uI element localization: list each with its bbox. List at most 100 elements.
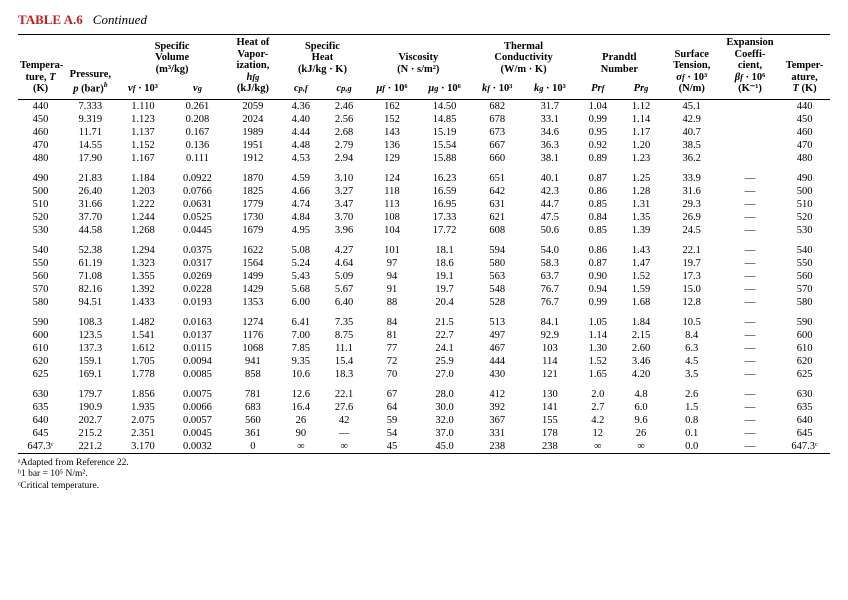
cell: 1.355 xyxy=(118,270,169,283)
cell: 5.09 xyxy=(322,270,365,283)
cell: 4.53 xyxy=(279,152,322,165)
cell: 10.6 xyxy=(279,368,322,381)
cell: 1.705 xyxy=(118,355,169,368)
cell: 0.84 xyxy=(576,211,619,224)
cell: 625 xyxy=(779,368,830,381)
cell: 0.0375 xyxy=(168,237,226,257)
cell: 14.50 xyxy=(418,99,471,113)
cell: 4.95 xyxy=(279,224,322,237)
cell: 430 xyxy=(471,368,524,381)
cell: 550 xyxy=(18,257,63,270)
cell: 0.0445 xyxy=(168,224,226,237)
cell: 1274 xyxy=(227,309,280,329)
cell: 781 xyxy=(227,381,280,401)
cell: 1.392 xyxy=(118,283,169,296)
cell: 17.3 xyxy=(663,270,721,283)
cell: 560 xyxy=(18,270,63,283)
cell: — xyxy=(721,440,779,454)
cell: 64 xyxy=(366,401,419,414)
cell: 37.70 xyxy=(63,211,118,224)
cell: 6.40 xyxy=(322,296,365,309)
cell: — xyxy=(721,309,779,329)
cell: 1429 xyxy=(227,283,280,296)
cell: 82.16 xyxy=(63,283,118,296)
cell: 467 xyxy=(471,342,524,355)
footnote-c: ᶜCritical temperature. xyxy=(18,481,830,492)
cell: 540 xyxy=(18,237,63,257)
cell: 0.0066 xyxy=(168,401,226,414)
cell: 27.6 xyxy=(322,401,365,414)
cell: 1.110 xyxy=(118,99,169,113)
cell: 11.71 xyxy=(63,126,118,139)
table-row: 640202.72.0750.005756026425932.03671554.… xyxy=(18,414,830,427)
cell: 0.0115 xyxy=(168,342,226,355)
cell: 32.0 xyxy=(418,414,471,427)
cell: 108.3 xyxy=(63,309,118,329)
cell: 76.7 xyxy=(524,296,577,309)
cell: 59 xyxy=(366,414,419,427)
cell: — xyxy=(721,237,779,257)
cell: 18.1 xyxy=(418,237,471,257)
table-row: 645215.22.3510.004536190—5437.0331178122… xyxy=(18,427,830,440)
cell: 1.14 xyxy=(619,113,662,126)
cell: 238 xyxy=(524,440,577,454)
cell: 77 xyxy=(366,342,419,355)
cell: 1.84 xyxy=(619,309,662,329)
cell: 540 xyxy=(779,237,830,257)
table-row: 53044.581.2680.044516794.953.9610417.726… xyxy=(18,224,830,237)
cell: 20.4 xyxy=(418,296,471,309)
cell: 16.95 xyxy=(418,198,471,211)
cell: 500 xyxy=(779,185,830,198)
cell: 0.87 xyxy=(576,257,619,270)
cell: 1.68 xyxy=(619,296,662,309)
table-row: 610137.31.6120.011510687.8511.17724.1467… xyxy=(18,342,830,355)
cell: 3.47 xyxy=(322,198,365,211)
col-muf: μf · 10⁶ xyxy=(366,79,419,99)
cell: 137.3 xyxy=(63,342,118,355)
cell: 6.3 xyxy=(663,342,721,355)
cell: 570 xyxy=(779,283,830,296)
cell: 480 xyxy=(779,152,830,165)
thermo-table: Tempera-ture, T(K) Pressure,p (bar)b Spe… xyxy=(18,34,830,454)
cell: 0.0094 xyxy=(168,355,226,368)
cell: — xyxy=(721,368,779,381)
cell: 70 xyxy=(366,368,419,381)
col-kg: kg · 10³ xyxy=(524,79,577,99)
cell: 33.9 xyxy=(663,165,721,185)
cell: 683 xyxy=(227,401,280,414)
cell: 15.0 xyxy=(663,283,721,296)
cell: 1.25 xyxy=(619,165,662,185)
cell: 31.7 xyxy=(524,99,577,113)
cell xyxy=(721,139,779,152)
cell: 9.35 xyxy=(279,355,322,368)
cell: 101 xyxy=(366,237,419,257)
col-specvol: SpecificVolume(m³/kg) xyxy=(118,35,227,80)
cell: 0.85 xyxy=(576,198,619,211)
cell: 450 xyxy=(779,113,830,126)
table-row: 647.3ᶜ221.23.1700.00320∞∞4545.0238238∞∞0… xyxy=(18,440,830,454)
cell: — xyxy=(721,224,779,237)
cell: 19.7 xyxy=(418,283,471,296)
cell: 640 xyxy=(779,414,830,427)
cell: 1.47 xyxy=(619,257,662,270)
cell: 0.0631 xyxy=(168,198,226,211)
col-expan: ExpansionCoeffi-cient,βf · 10⁶(K⁻¹) xyxy=(721,35,779,100)
cell: 2.6 xyxy=(663,381,721,401)
cell: 941 xyxy=(227,355,280,368)
cell: 28.0 xyxy=(418,381,471,401)
cell: 0.0525 xyxy=(168,211,226,224)
cell: 31.6 xyxy=(663,185,721,198)
cell: 2.7 xyxy=(576,401,619,414)
col-mug: μg · 10⁶ xyxy=(418,79,471,99)
cell: 440 xyxy=(779,99,830,113)
cell: 0.0057 xyxy=(168,414,226,427)
cell: 141 xyxy=(524,401,577,414)
table-row: 56071.081.3550.026914995.435.099419.1563… xyxy=(18,270,830,283)
cell: 25.9 xyxy=(418,355,471,368)
cell: 2.46 xyxy=(322,99,365,113)
cell: 123.5 xyxy=(63,329,118,342)
cell: 590 xyxy=(18,309,63,329)
cell: 0.136 xyxy=(168,139,226,152)
cell: 50.6 xyxy=(524,224,577,237)
cell: ∞ xyxy=(322,440,365,454)
